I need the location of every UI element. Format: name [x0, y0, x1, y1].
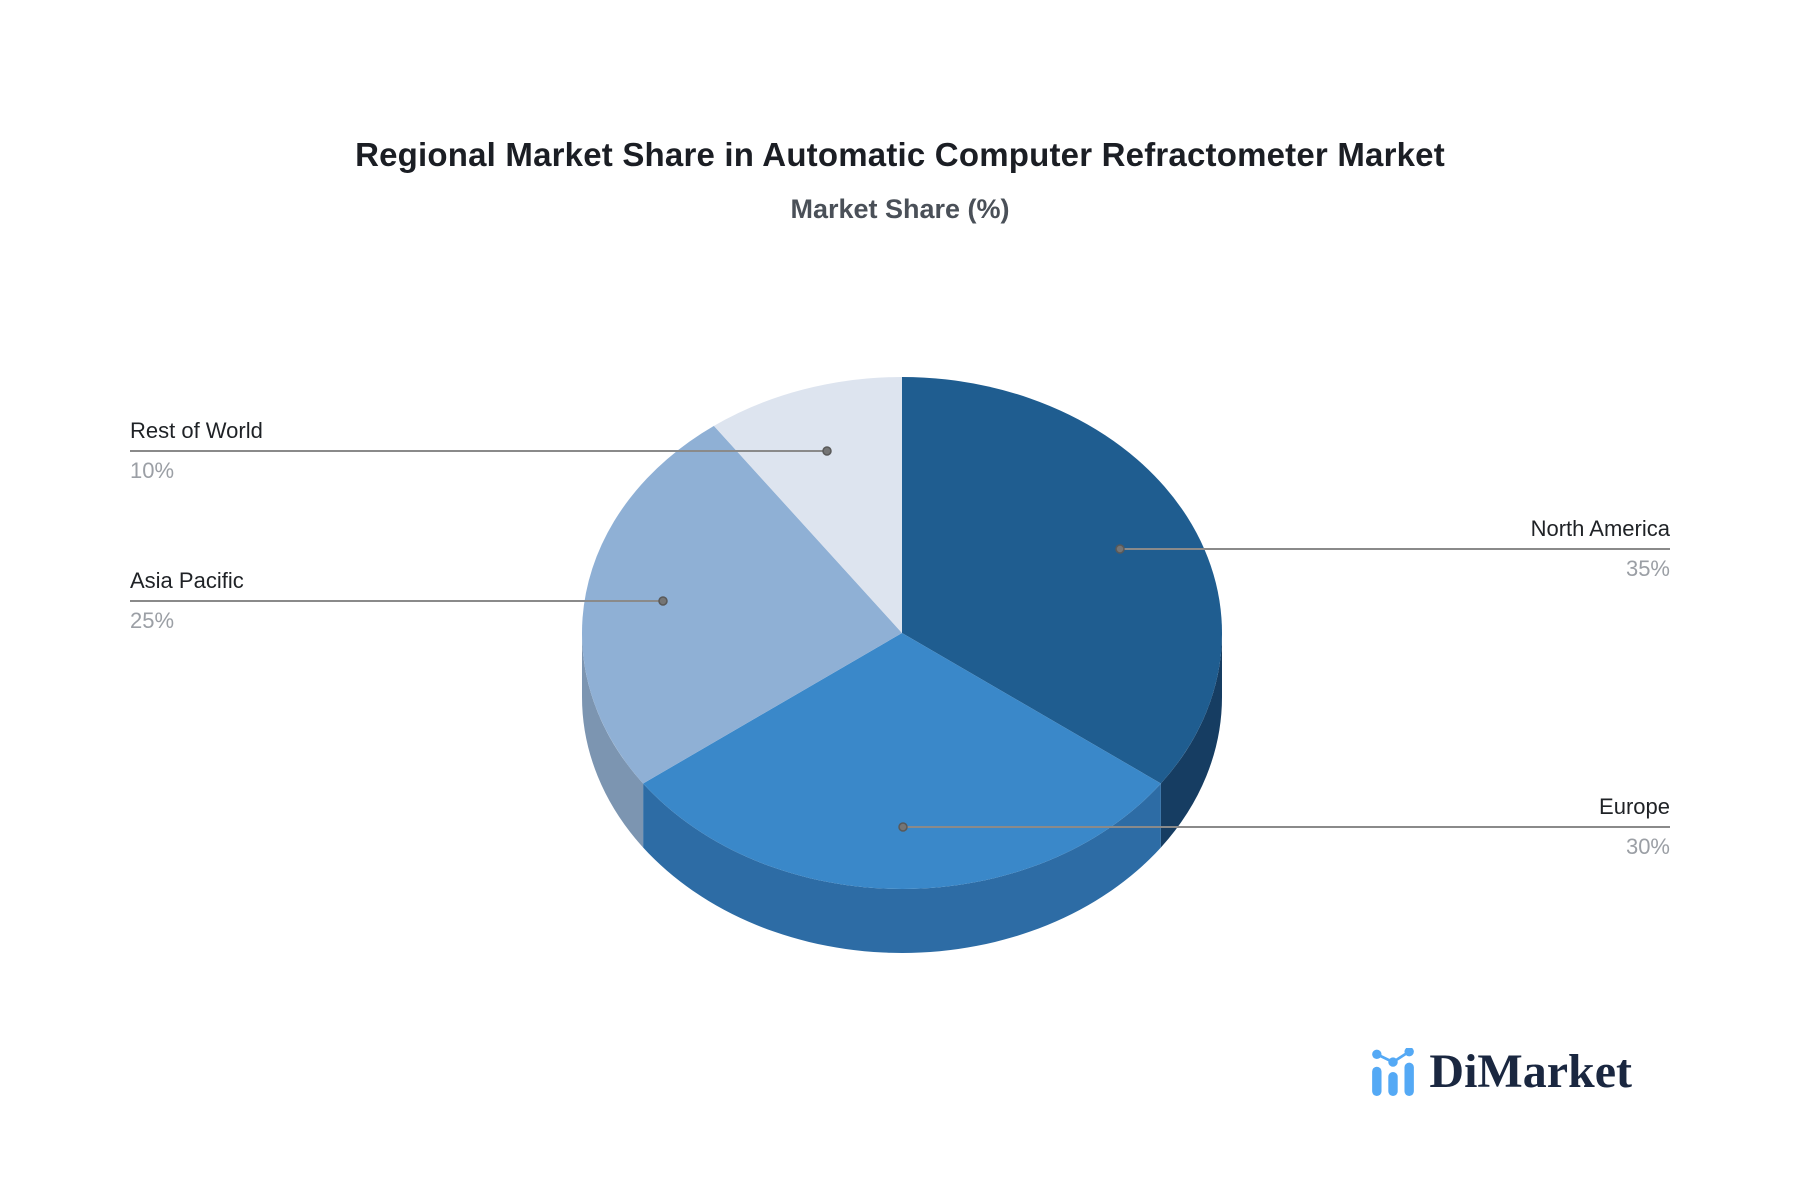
pie-slice-side [1160, 633, 1222, 848]
callout-dot [1115, 544, 1125, 554]
logo-text: DiMarket [1429, 1045, 1632, 1098]
callout-label: Rest of World [130, 418, 263, 443]
chart-title: Regional Market Share in Automatic Compu… [355, 136, 1445, 173]
pie-slice-side [582, 633, 644, 848]
chart-subtitle: Market Share (%) [790, 194, 1010, 224]
pie-slice-north-america [902, 377, 1223, 784]
callout-label: North America [1530, 516, 1670, 541]
callout-value: 35% [1625, 556, 1670, 581]
callout-rest-of-world: Rest of World 10% [130, 418, 263, 484]
callout-north-america: North America 35% [1531, 516, 1670, 582]
dimarket-logo: DiMarket [1371, 1048, 1632, 1096]
callout-value: 25% [130, 608, 175, 633]
callout-dot [658, 596, 668, 606]
callout-dot [822, 446, 832, 456]
pie-slice-side [643, 783, 1161, 954]
pie-slice-rest-of-world [713, 377, 902, 633]
pie-slice-asia-pacific [582, 425, 902, 784]
callout-label: Europe [1599, 794, 1670, 819]
pie-slice-europe [643, 633, 1161, 890]
callout-europe: Europe 30% [1599, 794, 1670, 860]
callout-value: 30% [1625, 834, 1670, 859]
callout-asia-pacific: Asia Pacific 25% [130, 568, 244, 634]
callout-dot [898, 822, 908, 832]
callout-label: Asia Pacific [130, 568, 244, 593]
callout-value: 10% [130, 458, 175, 483]
bar-line-chart-icon [1372, 1048, 1415, 1096]
